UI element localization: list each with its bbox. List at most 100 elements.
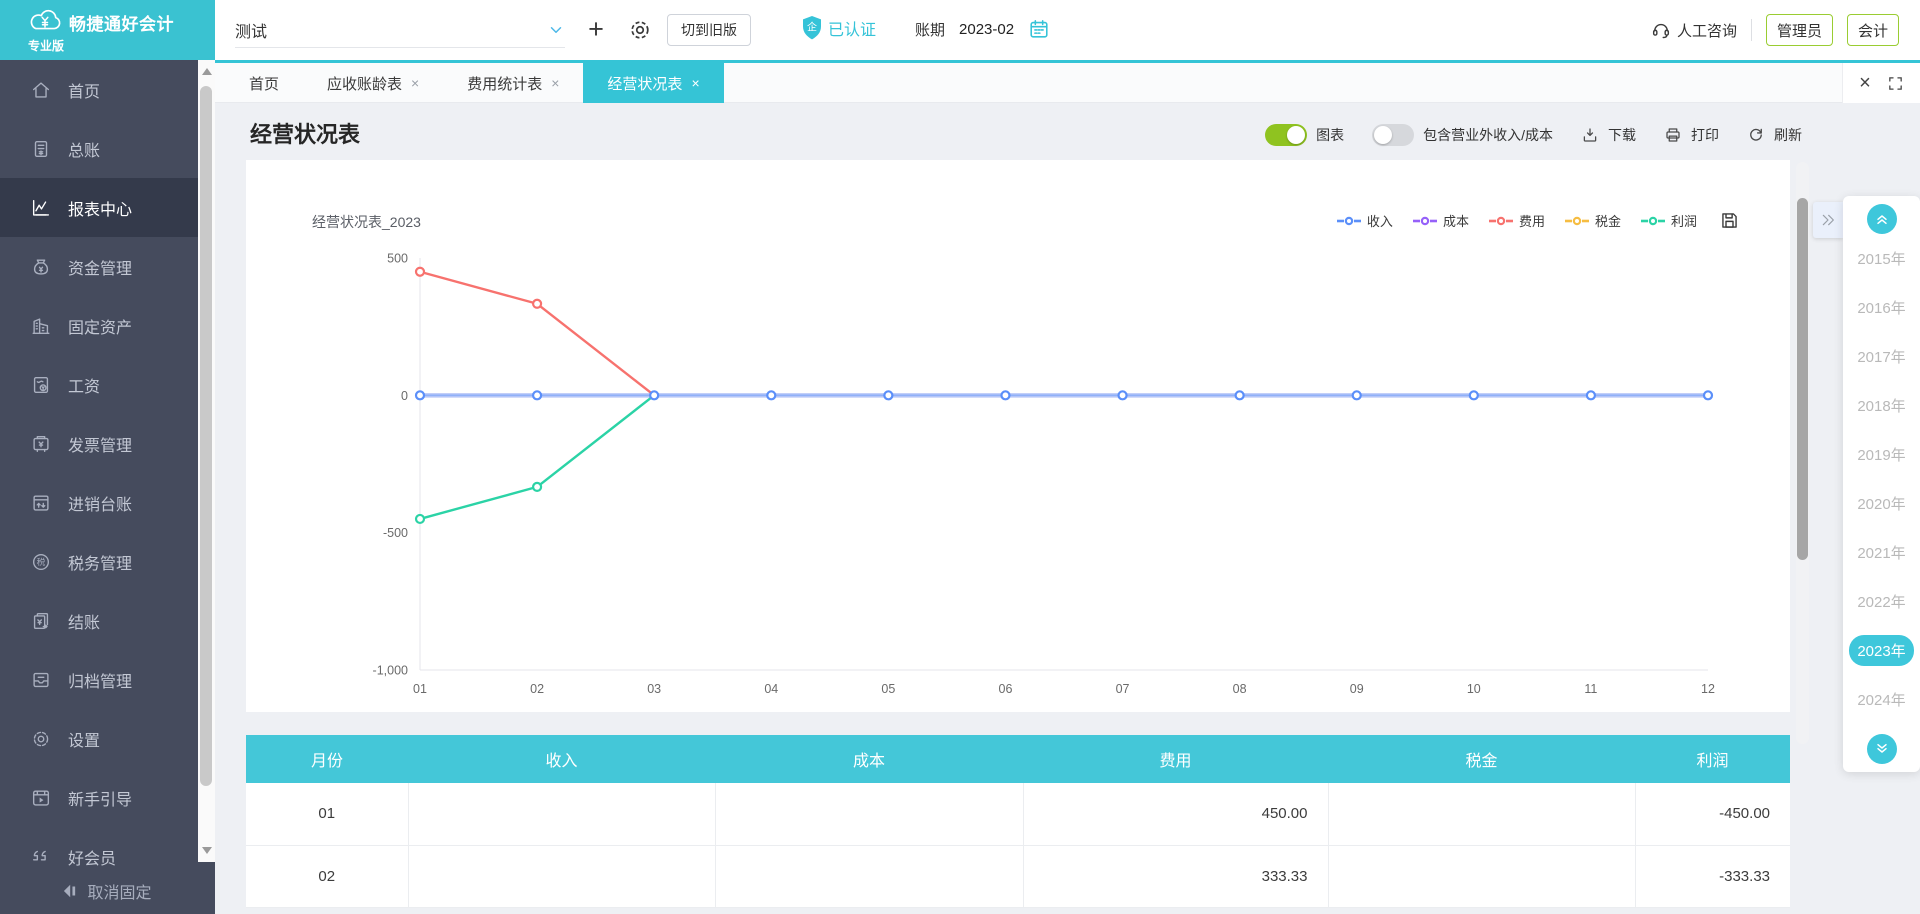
year-item-2015年[interactable]: 2015年 [1843, 234, 1920, 283]
scroll-down-icon[interactable] [202, 847, 212, 854]
calendar-icon[interactable] [1028, 18, 1050, 40]
year-item-2016年[interactable]: 2016年 [1843, 283, 1920, 332]
double-chevron-down-icon [1876, 743, 1887, 753]
accountant-role-button[interactable]: 会计 [1846, 14, 1899, 46]
home-icon [30, 79, 52, 101]
sidebar-item-fixed-assets[interactable]: 固定资产 [0, 296, 215, 355]
sidebar-scroll-thumb[interactable] [200, 86, 212, 786]
sidebar-item-archive-management[interactable]: 归档管理 [0, 650, 215, 709]
table-header-税金: 税金 [1328, 735, 1635, 783]
svg-text:0: 0 [401, 389, 408, 403]
tab-经营状况表[interactable]: 经营状况表 × [583, 63, 724, 103]
table-header-收入: 收入 [408, 735, 715, 783]
tab-close-icon[interactable]: × [411, 75, 420, 91]
svg-text:06: 06 [999, 682, 1013, 696]
table-row[interactable]: 01 450.00 -450.00 [246, 783, 1790, 846]
tab-费用统计表[interactable]: 费用统计表 × [443, 63, 583, 103]
sidebar-scrollbar[interactable] [198, 60, 215, 862]
report-center-icon [30, 197, 52, 219]
gear-icon[interactable] [627, 17, 653, 43]
svg-text:企: 企 [807, 21, 817, 34]
tab-close-icon[interactable]: × [691, 75, 700, 91]
svg-text:税: 税 [37, 556, 46, 567]
refresh-button[interactable]: 刷新 [1747, 125, 1802, 145]
sidebar-item-purchase-sales-ledger[interactable]: 进销台账 [0, 473, 215, 532]
member-icon [30, 846, 52, 868]
legend-item-利润[interactable]: 利润 [1640, 211, 1697, 230]
legend-label: 利润 [1670, 214, 1697, 229]
certified-badge[interactable]: 企 已认证 [800, 15, 876, 41]
table-header-成本: 成本 [715, 735, 1023, 783]
tab-close-icon[interactable]: × [551, 75, 560, 91]
open-tabs: 首页 应收账龄表 × 费用统计表 × 经营状况表 × [215, 63, 1920, 103]
legend-item-费用[interactable]: 费用 [1488, 211, 1545, 230]
tabbar: 首页 应收账龄表 × 费用统计表 × 经营状况表 × × [215, 60, 1920, 103]
sidebar-item-funds-management[interactable]: 资金管理 [0, 237, 215, 296]
sidebar-item-member[interactable]: 好会员 [0, 827, 215, 886]
close-icon[interactable]: × [1859, 72, 1871, 94]
beginner-guide-icon [30, 787, 52, 809]
nonoperating-toggle[interactable] [1372, 124, 1415, 146]
svg-text:09: 09 [1350, 682, 1364, 696]
chart-plot[interactable]: 500 0 -500 -1,000 01 02 03 04 05 06 07 08 09 10 11 12 [246, 160, 1790, 712]
sidebar-item-tax-management[interactable]: 税 税务管理 [0, 532, 215, 591]
year-scroll-down-button[interactable] [1866, 734, 1897, 764]
tab-应收账龄表[interactable]: 应收账龄表 × [303, 63, 443, 103]
accounting-period: 账期 2023-02 [915, 18, 1050, 40]
year-panel-collapse-handle[interactable] [1813, 202, 1843, 238]
sidebar-item-home[interactable]: 首页 [0, 60, 215, 119]
fullscreen-icon[interactable] [1887, 75, 1904, 92]
print-button[interactable]: 打印 [1664, 125, 1719, 145]
account-set-select[interactable]: 测试 [235, 12, 565, 48]
chart-toggle[interactable] [1265, 124, 1308, 146]
admin-label: 管理员 [1776, 22, 1822, 40]
add-button[interactable]: + [588, 14, 604, 44]
sidebar-item-payroll[interactable]: 工资 [0, 355, 215, 414]
year-item-2020年[interactable]: 2020年 [1843, 479, 1920, 528]
sidebar-item-beginner-guide[interactable]: 新手引导 [0, 768, 215, 827]
content-scroll-thumb[interactable] [1797, 198, 1808, 560]
legend-item-税金[interactable]: 税金 [1564, 211, 1621, 230]
sidebar-item-closing[interactable]: 结账 [0, 591, 215, 650]
svg-text:11: 11 [1584, 682, 1597, 696]
svg-text:-500: -500 [383, 526, 408, 540]
sidebar-item-invoice-management[interactable]: 发票管理 [0, 414, 215, 473]
unpin-sidebar-button[interactable]: 取消固定 [0, 868, 215, 914]
sidebar-item-label: 好会员 [68, 850, 117, 868]
sidebar-item-settings[interactable]: 设置 [0, 709, 215, 768]
year-label: 2016年 [1857, 300, 1906, 317]
tab-首页[interactable]: 首页 [225, 63, 303, 103]
sidebar-item-general-ledger[interactable]: 总账 [0, 119, 215, 178]
brand-logo: 畅捷通好会计 专业版 [0, 0, 215, 60]
support-label: 人工咨询 [1676, 22, 1737, 40]
year-item-2021年[interactable]: 2021年 [1843, 528, 1920, 577]
year-item-2019年[interactable]: 2019年 [1843, 430, 1920, 479]
year-item-2018年[interactable]: 2018年 [1843, 381, 1920, 430]
scroll-up-icon[interactable] [202, 68, 212, 75]
year-scroll-up-button[interactable] [1866, 204, 1897, 234]
year-item-2024年[interactable]: 2024年 [1843, 675, 1920, 724]
legend-item-成本[interactable]: 成本 [1412, 211, 1469, 230]
sidebar-item-report-center[interactable]: 报表中心 [0, 178, 215, 237]
year-item-2017年[interactable]: 2017年 [1843, 332, 1920, 381]
download-button[interactable]: 下载 [1581, 125, 1636, 145]
support-button[interactable]: 人工咨询 [1651, 20, 1737, 41]
svg-text:07: 07 [1116, 682, 1130, 696]
year-item-2022年[interactable]: 2022年 [1843, 577, 1920, 626]
svg-text:05: 05 [881, 682, 895, 696]
year-item-2023年[interactable]: 2023年 [1843, 626, 1920, 675]
table-cell-费用: 450.00 [1023, 783, 1329, 846]
switch-old-label: 切到旧版 [681, 22, 737, 38]
admin-role-button[interactable]: 管理员 [1765, 14, 1833, 46]
funds-management-icon [30, 256, 52, 278]
content-scrollbar[interactable] [1796, 162, 1809, 744]
table-row[interactable]: 02 333.33 -333.33 [246, 845, 1790, 908]
table-cell-收入 [408, 783, 716, 846]
divider [1750, 19, 1752, 41]
save-chart-icon[interactable] [1719, 210, 1740, 231]
period-value[interactable]: 2023-02 [959, 20, 1015, 38]
table-cell-税金 [1328, 845, 1636, 908]
switch-to-old-version-button[interactable]: 切到旧版 [667, 14, 751, 46]
legend-item-收入[interactable]: 收入 [1336, 211, 1393, 230]
chart-title: 经营状况表_2023 [312, 214, 421, 230]
